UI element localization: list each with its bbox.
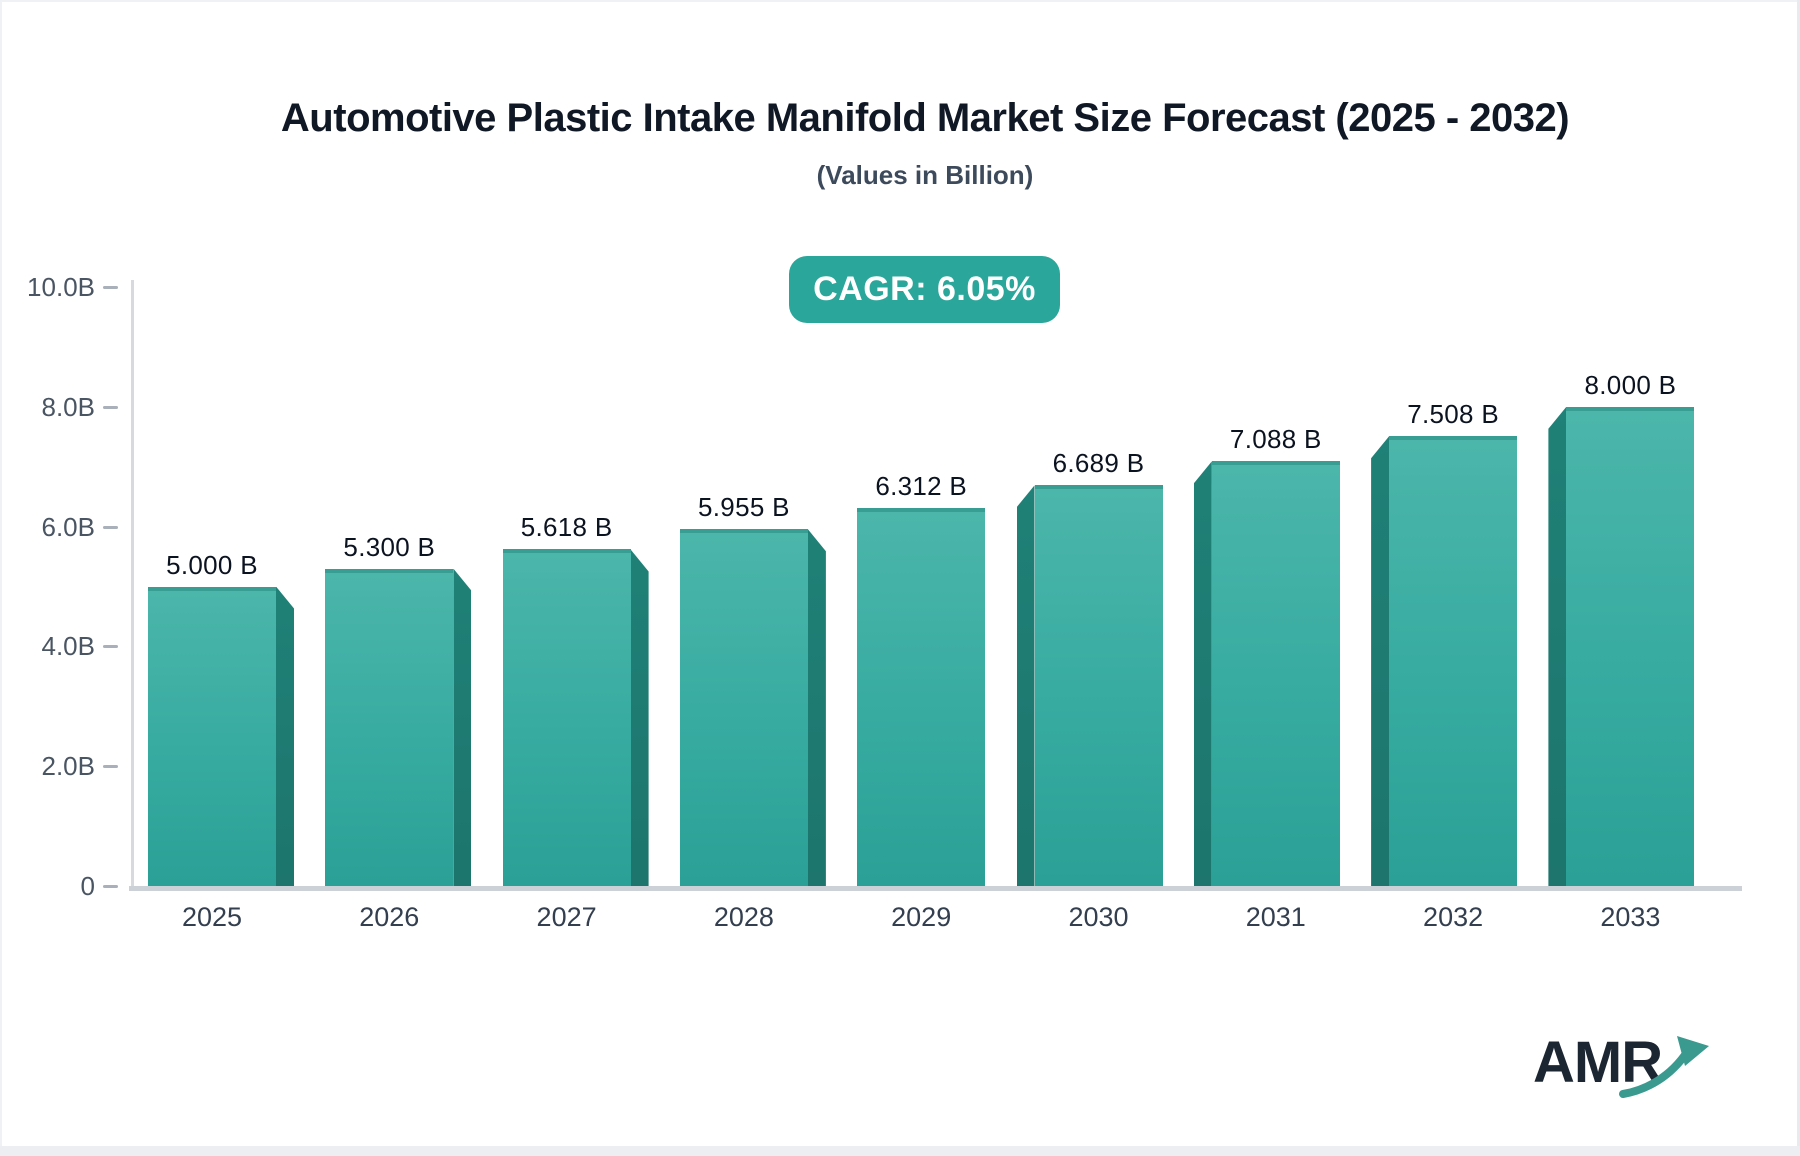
x-tick-label: 2033 xyxy=(1600,902,1661,932)
bar-value-label: 8.000 B xyxy=(1584,369,1677,400)
x-tick-label: 2026 xyxy=(359,902,420,932)
bar-value-label: 6.689 B xyxy=(1052,448,1145,479)
y-tick-dash xyxy=(103,765,118,769)
y-axis-line xyxy=(131,280,134,889)
x-tick-label: 2027 xyxy=(536,902,597,932)
bar-value-label: 5.300 B xyxy=(343,531,436,562)
bar-2030: 6.689 B xyxy=(1016,448,1163,886)
y-tick-dash xyxy=(103,525,118,529)
x-axis-baseline xyxy=(129,886,1742,891)
bar-side-face xyxy=(1548,406,1567,886)
bar-side-face xyxy=(1371,436,1390,886)
x-tick-label: 2028 xyxy=(713,902,774,932)
y-tick-label: 4.0B xyxy=(41,631,96,662)
bar-2025: 5.000 B xyxy=(148,550,294,886)
amr-logo-text: AMR xyxy=(1533,1030,1663,1095)
bar-side-face xyxy=(1016,485,1035,886)
bar-value-label: 5.618 B xyxy=(520,512,613,543)
bar-2033: 8.000 B xyxy=(1548,370,1695,886)
y-tick-label: 2.0B xyxy=(41,751,96,782)
bar-side-face xyxy=(453,568,472,886)
bar-value-label: 6.312 B xyxy=(875,470,968,501)
bar-2026: 5.300 B xyxy=(325,532,472,886)
chart-title: Automotive Plastic Intake Manifold Marke… xyxy=(280,96,1570,140)
chart-subtitle: (Values in Billion) xyxy=(816,160,1034,190)
bar-2028: 5.955 B xyxy=(679,492,826,886)
bar-2027: 5.618 B xyxy=(502,512,649,886)
x-tick-label: 2029 xyxy=(891,902,952,932)
y-tick-label: 10.0B xyxy=(27,272,95,302)
y-tick-label: 8.0B xyxy=(41,391,96,422)
page-edge-top xyxy=(0,0,1800,2)
y-tick-label: 0 xyxy=(80,871,95,901)
y-tick-dash xyxy=(103,645,118,649)
bar-side-face xyxy=(1193,461,1212,886)
bar-side-face xyxy=(807,529,826,886)
bar-2031: 7.088 B xyxy=(1193,424,1340,886)
y-tick-dash xyxy=(103,885,118,888)
bar-2029: 6.312 B xyxy=(857,471,986,886)
bar-value-label: 7.508 B xyxy=(1407,399,1499,430)
y-tick-dash xyxy=(103,286,118,289)
cagr-badge: CAGR: 6.05% xyxy=(789,256,1060,323)
bar-value-label: 5.955 B xyxy=(698,492,790,523)
bar-value-label: 7.088 B xyxy=(1229,424,1322,455)
bar-side-face xyxy=(630,549,649,886)
x-tick-label: 2025 xyxy=(181,902,243,932)
x-tick-label: 2031 xyxy=(1245,902,1306,932)
page-edge-bottom xyxy=(0,1146,1800,1156)
page-edge-right xyxy=(1797,0,1800,1156)
page-edge-left xyxy=(0,0,2,1156)
trend-up-arrow-icon xyxy=(1619,1036,1709,1098)
bar-side-face xyxy=(276,586,294,886)
x-tick-label: 2030 xyxy=(1068,902,1129,932)
y-tick-dash xyxy=(103,405,118,409)
y-tick-label: 6.0B xyxy=(41,511,96,542)
bar-2032: 7.508 B xyxy=(1371,399,1518,886)
amr-logo: AMR xyxy=(1533,1032,1713,1102)
bar-value-label: 5.000 B xyxy=(166,549,258,580)
x-tick-label: 2032 xyxy=(1423,902,1484,932)
